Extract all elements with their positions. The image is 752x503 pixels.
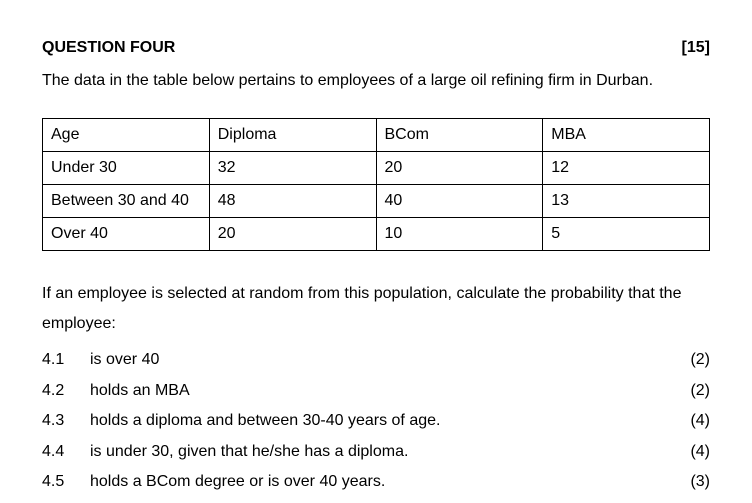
table-cell: 13: [543, 184, 710, 217]
subquestion-text: holds an MBA: [90, 376, 670, 406]
prompt-text: If an employee is selected at random fro…: [42, 279, 710, 340]
table-cell: 10: [376, 217, 543, 250]
table-header-cell: Diploma: [209, 118, 376, 151]
intro-text: The data in the table below pertains to …: [42, 68, 710, 94]
table-row: Over 40 20 10 5: [43, 217, 710, 250]
table-header-row: Age Diploma BCom MBA: [43, 118, 710, 151]
subquestion-item: 4.5 holds a BCom degree or is over 40 ye…: [42, 467, 710, 497]
subquestion-number: 4.1: [42, 345, 90, 375]
subquestion-marks: (4): [670, 437, 710, 467]
subquestion-text: holds a diploma and between 30-40 years …: [90, 406, 670, 436]
subquestion-item: 4.3 holds a diploma and between 30-40 ye…: [42, 406, 710, 436]
subquestion-marks: (2): [670, 345, 710, 375]
table-cell: Between 30 and 40: [43, 184, 210, 217]
subquestion-marks: (3): [670, 467, 710, 497]
question-header: QUESTION FOUR [15]: [42, 36, 710, 60]
subquestion-list: 4.1 is over 40 (2) 4.2 holds an MBA (2) …: [42, 345, 710, 497]
subquestion-item: 4.4 is under 30, given that he/she has a…: [42, 437, 710, 467]
subquestion-marks: (4): [670, 406, 710, 436]
subquestion-marks: (2): [670, 376, 710, 406]
subquestion-text: holds a BCom degree or is over 40 years.: [90, 467, 670, 497]
table-cell: 20: [376, 151, 543, 184]
subquestion-number: 4.2: [42, 376, 90, 406]
table-cell: Under 30: [43, 151, 210, 184]
subquestion-number: 4.5: [42, 467, 90, 497]
table-cell: Over 40: [43, 217, 210, 250]
table-cell: 32: [209, 151, 376, 184]
table-cell: 20: [209, 217, 376, 250]
subquestion-number: 4.4: [42, 437, 90, 467]
subquestion-number: 4.3: [42, 406, 90, 436]
table-header-cell: MBA: [543, 118, 710, 151]
total-marks: [15]: [682, 36, 710, 60]
table-cell: 5: [543, 217, 710, 250]
subquestion-item: 4.1 is over 40 (2): [42, 345, 710, 375]
table-row: Under 30 32 20 12: [43, 151, 710, 184]
table-cell: 40: [376, 184, 543, 217]
data-table: Age Diploma BCom MBA Under 30 32 20 12 B…: [42, 118, 710, 251]
table-cell: 48: [209, 184, 376, 217]
subquestion-text: is over 40: [90, 345, 670, 375]
table-cell: 12: [543, 151, 710, 184]
table-row: Between 30 and 40 48 40 13: [43, 184, 710, 217]
table-header-cell: BCom: [376, 118, 543, 151]
subquestion-item: 4.2 holds an MBA (2): [42, 376, 710, 406]
question-title: QUESTION FOUR: [42, 36, 175, 60]
table-header-cell: Age: [43, 118, 210, 151]
subquestion-text: is under 30, given that he/she has a dip…: [90, 437, 670, 467]
